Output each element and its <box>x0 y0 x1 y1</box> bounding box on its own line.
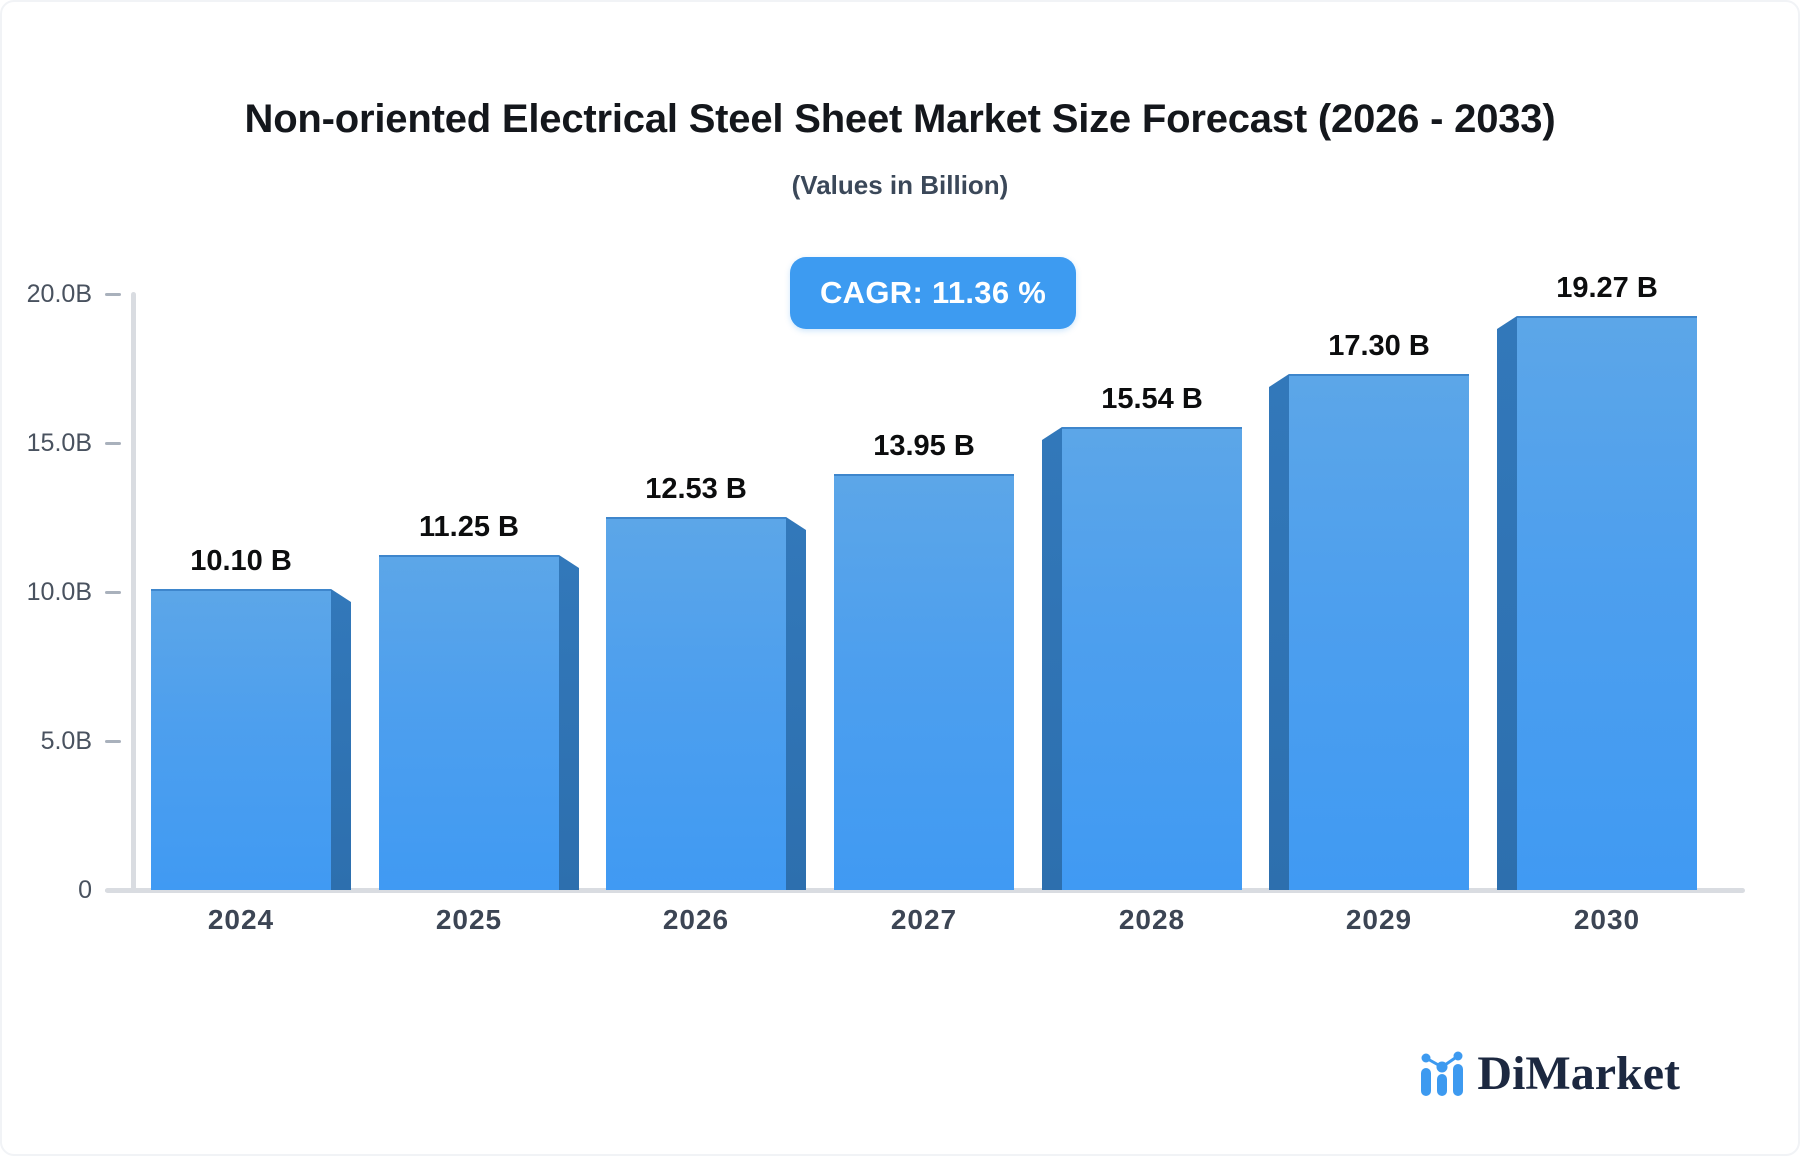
bar-value-label: 13.95 B <box>873 430 975 462</box>
bar-face <box>1517 316 1697 890</box>
chart-title: Non-oriented Electrical Steel Sheet Mark… <box>244 97 1556 141</box>
y-tick-label: 15.0B <box>26 429 92 457</box>
bar-2025 <box>379 555 579 890</box>
brand-name: DiMarket <box>1477 1046 1680 1100</box>
bar-face <box>379 555 559 890</box>
bar-face <box>1062 427 1242 890</box>
bar-side-panel <box>559 555 579 890</box>
y-tick-label: 0 <box>78 876 92 904</box>
y-tick-dash <box>105 590 121 594</box>
bar-2030 <box>1497 316 1697 890</box>
bar-value-label: 15.54 B <box>1101 383 1203 415</box>
bar-value-label: 12.53 B <box>645 473 747 505</box>
bar-value-label: 10.10 B <box>190 545 292 577</box>
bar-side-panel <box>1042 427 1062 890</box>
bar-side-panel <box>331 589 351 890</box>
bar-face <box>1289 374 1469 890</box>
bar-face <box>151 589 331 890</box>
x-tick-label: 2028 <box>1118 904 1186 935</box>
y-tick-label: 20.0B <box>26 280 92 308</box>
bar-side-panel <box>1497 316 1517 890</box>
x-tick-label: 2024 <box>207 904 275 935</box>
y-tick-dash <box>105 441 121 445</box>
bar-value-label: 17.30 B <box>1328 330 1430 362</box>
chart-subtitle: (Values in Billion) <box>791 170 1009 200</box>
x-tick-label: 2025 <box>435 904 503 935</box>
x-tick-label: 2030 <box>1573 904 1641 935</box>
y-tick-label: 5.0B <box>40 727 92 755</box>
x-axis-line <box>105 888 1745 893</box>
bar-side-panel <box>1269 374 1289 890</box>
bar-2026 <box>606 517 806 890</box>
bar-value-label: 19.27 B <box>1556 272 1658 304</box>
x-tick-label: 2027 <box>890 904 958 935</box>
y-tick-label: 10.0B <box>26 578 92 606</box>
bar-face <box>834 474 1014 890</box>
cagr-badge: CAGR: 11.36 % <box>790 257 1077 329</box>
bar-face <box>606 517 786 890</box>
bar-value-label: 11.25 B <box>419 511 519 543</box>
bar-2029 <box>1269 374 1469 890</box>
y-axis-line <box>131 292 136 890</box>
bar-2024 <box>151 589 351 890</box>
dimarket-logo-icon <box>1421 1051 1464 1096</box>
brand-logo: DiMarket <box>1421 1046 1680 1100</box>
y-tick-dash <box>105 739 121 743</box>
x-tick-label: 2026 <box>662 904 730 935</box>
bar-2028 <box>1042 427 1242 890</box>
y-tick-dash <box>105 292 121 296</box>
bar-2027 <box>834 474 1014 890</box>
bar-side-panel <box>786 517 806 890</box>
x-tick-label: 2029 <box>1345 904 1413 935</box>
cagr-badge-label: CAGR: 11.36 % <box>820 275 1047 310</box>
